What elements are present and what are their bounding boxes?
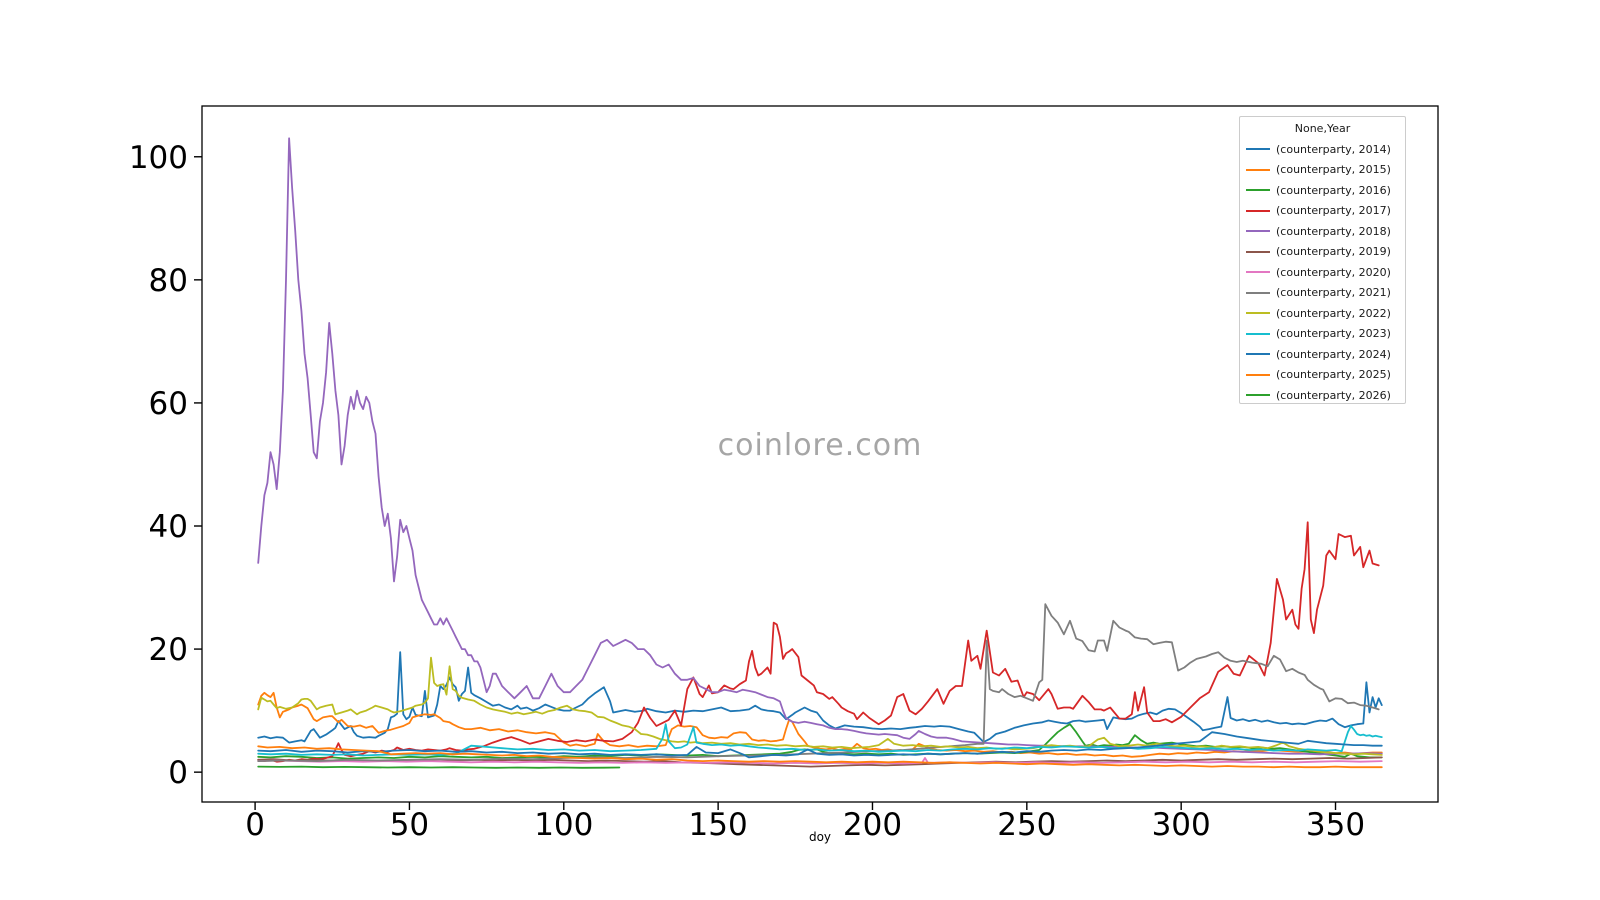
- legend-swatch-2023: [1246, 332, 1270, 335]
- legend-label-2017: (counterparty, 2017): [1276, 204, 1391, 218]
- series-line-2023: [257, 723, 1383, 757]
- watermark: coinlore.com: [717, 428, 923, 463]
- legend-label-2014: (counterparty, 2014): [1276, 142, 1391, 156]
- legend-label-2021: (counterparty, 2021): [1276, 286, 1391, 300]
- legend-label-2015: (counterparty, 2015): [1276, 163, 1391, 177]
- legend-item-2020: (counterparty, 2020): [1246, 262, 1399, 283]
- legend-item-2021: (counterparty, 2021): [1246, 283, 1399, 304]
- legend-label-2016: (counterparty, 2016): [1276, 183, 1391, 197]
- series-line-2021: [257, 603, 1380, 762]
- legend-swatch-2016: [1246, 189, 1270, 192]
- legend-label-2024: (counterparty, 2024): [1276, 347, 1391, 361]
- legend-item-2016: (counterparty, 2016): [1246, 180, 1399, 201]
- series-line-2017: [257, 521, 1380, 763]
- y-tick-label: 80: [149, 263, 188, 299]
- series-line-2025: [257, 745, 1383, 769]
- series-line-2024: [257, 731, 1383, 759]
- legend-item-2017: (counterparty, 2017): [1246, 201, 1399, 222]
- x-tick-label: 200: [843, 807, 902, 843]
- legend-label-2019: (counterparty, 2019): [1276, 245, 1391, 259]
- legend-label-2023: (counterparty, 2023): [1276, 327, 1391, 341]
- legend-item-2025: (counterparty, 2025): [1246, 365, 1399, 386]
- y-tick-label: 0: [168, 755, 188, 791]
- series-line-2026: [257, 765, 621, 769]
- y-tick-label: 100: [129, 140, 188, 176]
- x-tick-label: 0: [245, 807, 265, 843]
- legend-swatch-2021: [1246, 291, 1270, 294]
- legend-item-2019: (counterparty, 2019): [1246, 242, 1399, 263]
- legend-swatch-2024: [1246, 353, 1270, 356]
- legend-swatch-2015: [1246, 168, 1270, 171]
- legend-label-2022: (counterparty, 2022): [1276, 306, 1391, 320]
- series-line-2014: [257, 651, 1383, 744]
- legend-item-2022: (counterparty, 2022): [1246, 303, 1399, 324]
- legend-swatch-2014: [1246, 148, 1270, 151]
- x-tick-label: 250: [997, 807, 1056, 843]
- series-line-2020: [257, 757, 1383, 765]
- y-tick-label: 20: [149, 632, 188, 668]
- legend-item-2026: (counterparty, 2026): [1246, 385, 1399, 406]
- series-line-2018: [257, 137, 1383, 756]
- legend-label-2025: (counterparty, 2025): [1276, 368, 1391, 382]
- y-tick-label: 40: [149, 509, 188, 545]
- legend-title: None,Year: [1294, 122, 1351, 135]
- legend-label-2026: (counterparty, 2026): [1276, 388, 1391, 402]
- legend-swatch-2022: [1246, 312, 1270, 315]
- legend-item-2024: (counterparty, 2024): [1246, 344, 1399, 365]
- x-tick-label: 350: [1306, 807, 1365, 843]
- legend-item-2014: (counterparty, 2014): [1246, 139, 1399, 160]
- legend-swatch-2020: [1246, 271, 1270, 274]
- legend-item-2023: (counterparty, 2023): [1246, 324, 1399, 345]
- legend-label-2018: (counterparty, 2018): [1276, 224, 1391, 238]
- axes-spines: [201, 105, 1439, 803]
- series-line-2015: [257, 691, 1383, 758]
- x-tick-label: 100: [534, 807, 593, 843]
- x-axis-label: doy: [808, 830, 832, 844]
- legend-swatch-2017: [1246, 209, 1270, 212]
- y-tick-label: 60: [149, 386, 188, 422]
- x-tick-label: 50: [390, 807, 429, 843]
- x-tick-label: 150: [689, 807, 748, 843]
- legend-items: (counterparty, 2014) (counterparty, 2015)…: [1246, 139, 1399, 406]
- legend-swatch-2018: [1246, 230, 1270, 233]
- x-tick-label: 300: [1152, 807, 1211, 843]
- legend-item-2018: (counterparty, 2018): [1246, 221, 1399, 242]
- legend-swatch-2025: [1246, 373, 1270, 376]
- legend-label-2020: (counterparty, 2020): [1276, 265, 1391, 279]
- legend-swatch-2019: [1246, 250, 1270, 253]
- legend: None,Year (counterparty, 2014) (counterpa…: [1239, 116, 1406, 404]
- legend-item-2015: (counterparty, 2015): [1246, 160, 1399, 181]
- legend-swatch-2026: [1246, 394, 1270, 397]
